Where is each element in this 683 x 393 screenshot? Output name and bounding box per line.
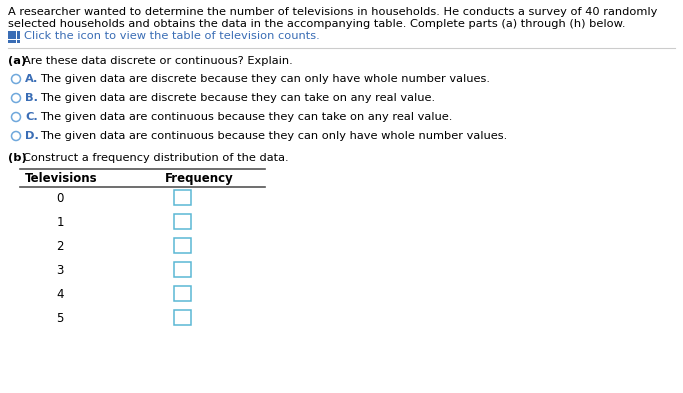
Text: 4: 4	[56, 288, 64, 301]
Bar	[174, 214, 191, 229]
Text: The given data are continuous because they can take on any real value.: The given data are continuous because th…	[40, 112, 452, 122]
Bar	[12, 40, 16, 43]
Bar	[12, 35, 16, 39]
Bar	[8, 35, 12, 39]
Bar	[174, 238, 191, 253]
Text: 1: 1	[56, 216, 64, 229]
Bar	[174, 286, 191, 301]
Bar	[8, 31, 12, 35]
Text: 2: 2	[56, 240, 64, 253]
Bar	[8, 40, 12, 43]
Text: Frequency: Frequency	[165, 172, 234, 185]
Text: D.: D.	[25, 131, 39, 141]
Text: A researcher wanted to determine the number of televisions in households. He con: A researcher wanted to determine the num…	[8, 7, 657, 17]
Bar	[174, 310, 191, 325]
Text: Televisions: Televisions	[25, 172, 98, 185]
Text: The given data are discrete because they can take on any real value.: The given data are discrete because they…	[40, 93, 435, 103]
Bar	[174, 262, 191, 277]
Text: The given data are discrete because they can only have whole number values.: The given data are discrete because they…	[40, 74, 490, 84]
Bar	[16, 40, 20, 43]
Text: 3: 3	[56, 264, 64, 277]
Text: B.: B.	[25, 93, 38, 103]
Text: (a): (a)	[8, 56, 26, 66]
Bar	[16, 35, 20, 39]
Text: Construct a frequency distribution of the data.: Construct a frequency distribution of th…	[23, 153, 289, 163]
Text: Are these data discrete or continuous? Explain.: Are these data discrete or continuous? E…	[23, 56, 293, 66]
Bar	[12, 31, 16, 35]
Text: The given data are continuous because they can only have whole number values.: The given data are continuous because th…	[40, 131, 507, 141]
Text: Click the icon to view the table of television counts.: Click the icon to view the table of tele…	[24, 31, 320, 41]
Text: 5: 5	[56, 312, 64, 325]
Text: selected households and obtains the data in the accompanying table. Complete par: selected households and obtains the data…	[8, 19, 626, 29]
Text: C.: C.	[25, 112, 38, 122]
Bar	[16, 31, 20, 35]
Bar	[174, 190, 191, 205]
Text: A.: A.	[25, 74, 38, 84]
Text: (b): (b)	[8, 153, 27, 163]
Text: 0: 0	[56, 192, 64, 205]
